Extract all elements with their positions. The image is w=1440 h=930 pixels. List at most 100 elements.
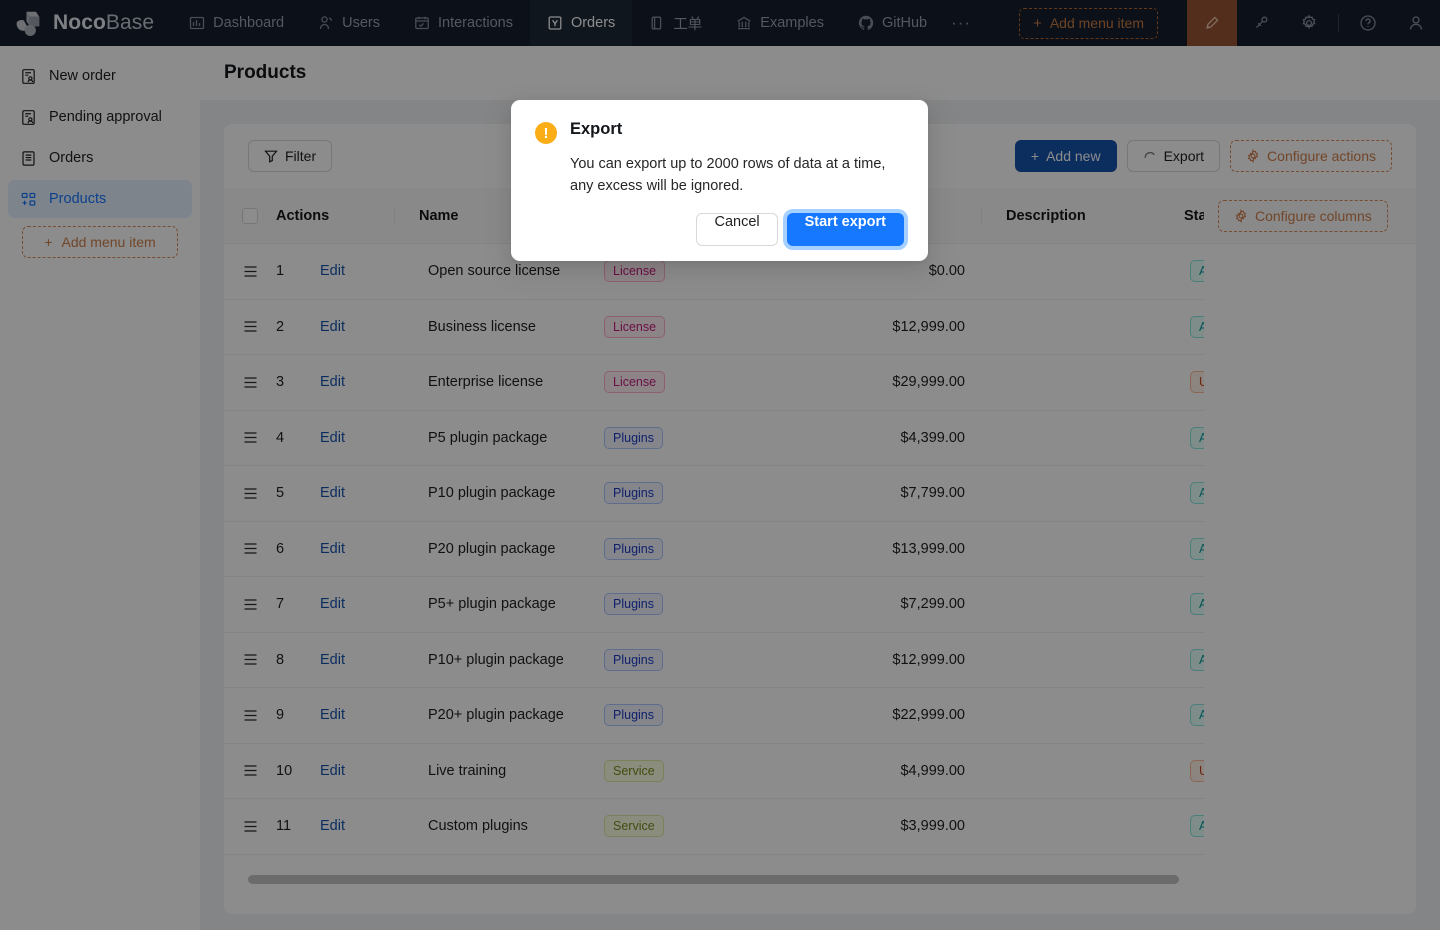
dialog-header: ! Export xyxy=(535,120,904,144)
help-button[interactable] xyxy=(1344,0,1392,46)
help-circle-icon xyxy=(1360,15,1376,31)
row-edit-link[interactable]: Edit xyxy=(320,318,345,335)
row-drag-handle[interactable] xyxy=(224,598,276,611)
configure-actions-button[interactable]: Configure actions xyxy=(1230,140,1392,172)
sidebar: New order Pending approval Orders xyxy=(0,46,200,930)
ui-editor-highlighter-icon xyxy=(1206,16,1219,29)
drag-handle-icon xyxy=(244,765,256,776)
row-tag-cell: Service xyxy=(604,759,790,782)
add-menu-item-button[interactable]: + Add menu item xyxy=(1019,7,1158,39)
brand-name-light: Base xyxy=(105,11,155,34)
nav-item-dashboard[interactable]: Dashboard xyxy=(172,0,301,46)
drag-handle-icon xyxy=(244,432,256,443)
row-number: 11 xyxy=(276,818,292,835)
row-tag-badge: License xyxy=(604,371,666,394)
nav-item-examples[interactable]: Examples xyxy=(719,0,841,46)
cancel-button[interactable]: Cancel xyxy=(696,213,778,246)
nav-item-users[interactable]: Users xyxy=(301,0,397,46)
row-number: 2 xyxy=(276,318,285,335)
sidebar-item-orders-label: Orders xyxy=(49,150,94,166)
row-drag-handle[interactable] xyxy=(224,820,276,833)
row-edit-link[interactable]: Edit xyxy=(320,374,345,391)
drag-handle-icon xyxy=(244,654,256,665)
horizontal-scrollbar[interactable] xyxy=(248,875,1300,884)
sidebar-item-orders[interactable]: Orders xyxy=(8,139,192,177)
row-edit-link[interactable]: Edit xyxy=(320,596,345,613)
drag-handle-icon xyxy=(244,488,256,499)
plugin-manager-button[interactable] xyxy=(1237,0,1285,46)
gear-icon xyxy=(1247,149,1259,163)
orders-icon xyxy=(548,16,562,30)
add-menu-item-label: Add menu item xyxy=(1049,15,1144,31)
row-number: 10 xyxy=(276,762,293,779)
sidebar-item-new-order[interactable]: New order xyxy=(8,57,192,95)
table-row[interactable]: 4 Edit P5 plugin package Plugins $4,399.00 Av… xyxy=(224,411,1416,466)
settings-button[interactable] xyxy=(1285,0,1333,46)
nav-item-github[interactable]: GitHub xyxy=(841,0,944,46)
row-edit-link[interactable]: Edit xyxy=(320,651,345,668)
row-name: Live training xyxy=(428,762,507,779)
nav-item-orders[interactable]: Orders xyxy=(529,0,633,46)
nav-overflow-more-button[interactable]: ··· xyxy=(951,13,972,32)
start-export-button[interactable]: Start export xyxy=(786,213,904,246)
row-edit-link[interactable]: Edit xyxy=(320,540,345,557)
user-avatar-button[interactable] xyxy=(1392,0,1440,46)
row-drag-handle[interactable] xyxy=(224,376,276,389)
nav-divider xyxy=(1338,14,1339,32)
row-price: $12,999.00 xyxy=(892,318,965,335)
table-row[interactable]: 6 Edit P20 plugin package Plugins $13,999.00… xyxy=(224,522,1416,577)
column-header-description[interactable]: Description xyxy=(1006,207,1086,224)
row-edit-link[interactable]: Edit xyxy=(320,485,345,502)
sidebar-item-pending-approval-label: Pending approval xyxy=(49,109,162,125)
row-price: $0.00 xyxy=(928,263,965,280)
row-edit-link[interactable]: Edit xyxy=(320,818,345,835)
row-number: 7 xyxy=(276,596,285,613)
row-edit-link[interactable]: Edit xyxy=(320,263,345,280)
column-divider xyxy=(981,207,982,224)
scrollbar-thumb[interactable] xyxy=(248,875,1180,884)
row-drag-handle[interactable] xyxy=(224,265,276,278)
row-drag-handle[interactable] xyxy=(224,764,276,777)
select-all-checkbox[interactable] xyxy=(224,207,276,224)
user-avatar-icon xyxy=(1409,16,1423,30)
export-button[interactable]: Export xyxy=(1126,140,1221,172)
row-drag-handle[interactable] xyxy=(224,653,276,666)
drag-handle-icon xyxy=(244,543,256,554)
plus-icon: + xyxy=(1033,14,1042,32)
brand-logo-area[interactable]: NocoBase xyxy=(0,0,172,46)
row-price: $29,999.00 xyxy=(892,374,965,391)
row-edit-link[interactable]: Edit xyxy=(320,707,345,724)
filter-button[interactable]: Filter xyxy=(248,140,333,172)
row-tag-cell: Plugins xyxy=(604,648,790,671)
row-tag-cell: Plugins xyxy=(604,537,790,560)
row-drag-handle[interactable] xyxy=(224,709,276,722)
column-header-status[interactable]: Sta xyxy=(1184,207,1207,224)
ui-editor-toggle-button[interactable] xyxy=(1187,0,1237,46)
add-new-button[interactable]: + Add new xyxy=(1014,140,1117,172)
row-edit-link[interactable]: Edit xyxy=(320,762,345,779)
sidebar-item-products-label: Products xyxy=(49,191,107,207)
nav-item-gongdan[interactable]: 工单 xyxy=(632,0,719,46)
drag-handle-icon xyxy=(244,266,256,277)
products-grid-icon xyxy=(21,192,36,206)
sidebar-item-pending-approval[interactable]: Pending approval xyxy=(8,98,192,136)
sidebar-add-menu-item-button[interactable]: + Add menu item xyxy=(22,226,178,258)
table-row[interactable]: 2 Edit Business license License $12,999.00 Av… xyxy=(224,300,1416,355)
column-header-name[interactable]: Name xyxy=(419,207,459,224)
configure-columns-button[interactable]: Configure columns xyxy=(1218,199,1388,232)
row-number: 1 xyxy=(276,263,285,280)
sidebar-add-menu-item-label: Add menu item xyxy=(61,234,156,250)
row-name: P5+ plugin package xyxy=(428,596,556,613)
row-drag-handle[interactable] xyxy=(224,320,276,333)
pending-approval-icon xyxy=(22,109,35,125)
column-header-actions[interactable]: Actions xyxy=(276,207,330,224)
export-confirm-dialog: ! Export You can export up to 2000 rows … xyxy=(511,100,928,261)
row-drag-handle[interactable] xyxy=(224,542,276,555)
row-number: 8 xyxy=(276,651,285,668)
sidebar-item-products[interactable]: Products xyxy=(8,180,192,218)
row-edit-link[interactable]: Edit xyxy=(320,429,345,446)
nav-item-interactions[interactable]: Interactions xyxy=(397,0,530,46)
row-drag-handle[interactable] xyxy=(224,487,276,500)
row-drag-handle[interactable] xyxy=(224,431,276,444)
row-tag-badge: Service xyxy=(604,815,664,838)
